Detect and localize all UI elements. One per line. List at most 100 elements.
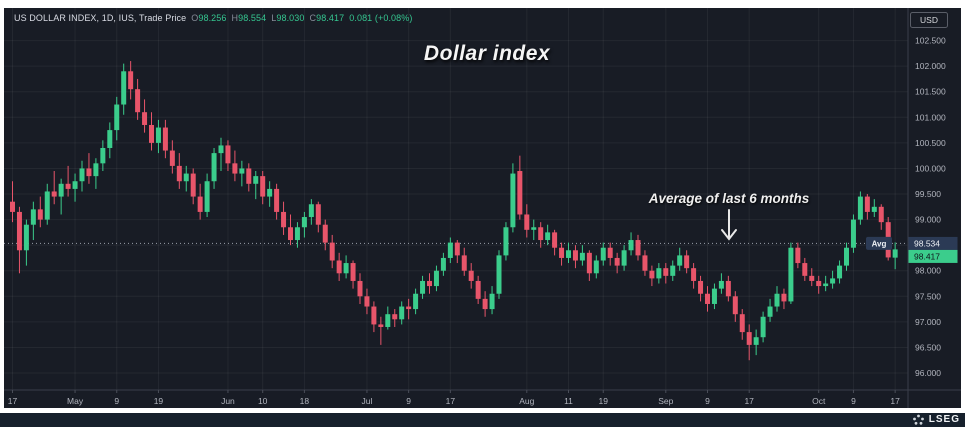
time-tick-label[interactable]: Aug bbox=[519, 396, 534, 406]
time-tick-label[interactable]: 11 bbox=[564, 396, 573, 406]
time-tick-label[interactable]: 9 bbox=[705, 396, 710, 406]
candle-body bbox=[461, 255, 467, 271]
open-value: 98.256 bbox=[198, 13, 227, 23]
close-value: 98.417 bbox=[316, 13, 345, 23]
candle-body bbox=[496, 255, 502, 294]
time-tick-label[interactable]: 17 bbox=[446, 396, 456, 406]
time-tick-label[interactable]: May bbox=[67, 396, 84, 406]
candle-body bbox=[128, 71, 134, 90]
time-tick-label[interactable]: 19 bbox=[154, 396, 164, 406]
time-tick-label[interactable]: 17 bbox=[744, 396, 754, 406]
candle-body bbox=[440, 257, 446, 271]
candle-body bbox=[114, 104, 120, 131]
candle-body bbox=[16, 211, 22, 251]
time-tick-label[interactable]: 9 bbox=[851, 396, 856, 406]
time-tick-label[interactable]: Sep bbox=[658, 396, 673, 406]
candle-body bbox=[288, 227, 293, 241]
candle-body bbox=[427, 280, 432, 287]
time-tick-label[interactable]: Jul bbox=[362, 396, 373, 406]
candle-body bbox=[260, 176, 266, 197]
time-tick-label[interactable]: 9 bbox=[406, 396, 411, 406]
candle-body bbox=[350, 263, 356, 281]
candle-body bbox=[691, 268, 697, 281]
candle-body bbox=[357, 280, 363, 297]
candle-body bbox=[142, 112, 148, 125]
candle-body bbox=[663, 268, 669, 276]
candle-body bbox=[468, 270, 474, 281]
price-tick-label[interactable]: 98.000 bbox=[915, 266, 941, 276]
candle-body bbox=[732, 296, 738, 315]
price-tick-label[interactable]: 99.500 bbox=[915, 189, 941, 199]
candle-body bbox=[475, 280, 481, 299]
time-tick-label[interactable]: 18 bbox=[300, 396, 310, 406]
time-tick-label[interactable]: Oct bbox=[812, 396, 826, 406]
candle-body bbox=[79, 168, 85, 182]
lseg-brand-text: LSEG bbox=[928, 414, 960, 425]
candle-body bbox=[795, 247, 801, 264]
candle-body bbox=[753, 337, 759, 345]
time-tick-label[interactable]: 9 bbox=[114, 396, 119, 406]
avg-badge-label: Avg bbox=[872, 239, 887, 248]
price-tick-label[interactable]: 96.500 bbox=[915, 342, 941, 352]
candle-body bbox=[274, 188, 280, 212]
candle-body bbox=[677, 255, 683, 266]
candle-body bbox=[850, 219, 856, 248]
candle-body bbox=[538, 227, 544, 241]
candle-body bbox=[607, 247, 613, 258]
candle-body bbox=[767, 306, 773, 317]
price-tick-label[interactable]: 102.000 bbox=[915, 61, 946, 71]
candle-body bbox=[788, 247, 794, 302]
candle-body bbox=[586, 252, 592, 274]
currency-label: USD bbox=[920, 15, 938, 25]
time-tick-label[interactable]: 19 bbox=[599, 396, 609, 406]
candle-body bbox=[621, 250, 627, 266]
candle-body bbox=[343, 263, 349, 274]
price-tick-label[interactable]: 102.500 bbox=[915, 36, 946, 46]
avg-value-label: 98.534 bbox=[914, 238, 940, 248]
price-tick-label[interactable]: 96.000 bbox=[915, 368, 941, 378]
time-tick-label[interactable]: 17 bbox=[8, 396, 18, 406]
candle-body bbox=[871, 206, 877, 212]
candle-body bbox=[705, 293, 710, 304]
candle-body bbox=[579, 252, 585, 261]
candle-body bbox=[239, 168, 245, 174]
candle-body bbox=[44, 191, 50, 220]
candle-body bbox=[364, 296, 370, 307]
candle-body bbox=[746, 332, 752, 345]
price-tick-label[interactable]: 101.500 bbox=[915, 87, 946, 97]
candle-body bbox=[371, 306, 377, 325]
candle-body bbox=[190, 173, 196, 197]
candle-body bbox=[121, 71, 127, 105]
candle-body bbox=[718, 280, 724, 289]
candle-body bbox=[183, 173, 189, 182]
price-tick-label[interactable]: 100.000 bbox=[915, 163, 946, 173]
candle-body bbox=[739, 314, 745, 333]
candle-body bbox=[225, 145, 231, 164]
change-value: 0.081 (+0.08%) bbox=[349, 13, 413, 23]
candle-body bbox=[135, 89, 141, 113]
candle-body bbox=[211, 153, 217, 182]
candle-body bbox=[830, 278, 836, 284]
candle-body bbox=[23, 224, 29, 251]
candle-body bbox=[107, 130, 113, 148]
candlestick-chart[interactable]: 102.500102.000101.500101.000100.500100.0… bbox=[4, 8, 961, 408]
candle-body bbox=[169, 150, 175, 166]
symbol-ohlc-header[interactable]: US DOLLAR INDEX, 1D, IUS, Trade Price O98… bbox=[14, 13, 412, 23]
candle-body bbox=[385, 314, 391, 327]
time-tick-label[interactable]: 10 bbox=[258, 396, 268, 406]
price-tick-label[interactable]: 100.500 bbox=[915, 138, 946, 148]
candle-body bbox=[51, 191, 57, 197]
price-tick-label[interactable]: 101.000 bbox=[915, 112, 946, 122]
price-tick-label[interactable]: 97.000 bbox=[915, 317, 941, 327]
time-tick-label[interactable]: 17 bbox=[890, 396, 900, 406]
candle-body bbox=[392, 314, 398, 320]
candle-body bbox=[802, 263, 808, 276]
candle-body bbox=[86, 168, 92, 177]
candle-body bbox=[857, 196, 863, 220]
candle-body bbox=[454, 242, 460, 256]
price-tick-label[interactable]: 97.500 bbox=[915, 291, 941, 301]
price-tick-label[interactable]: 99.000 bbox=[915, 215, 941, 225]
candle-body bbox=[642, 255, 648, 271]
candle-body bbox=[600, 247, 606, 261]
time-tick-label[interactable]: Jun bbox=[221, 396, 235, 406]
